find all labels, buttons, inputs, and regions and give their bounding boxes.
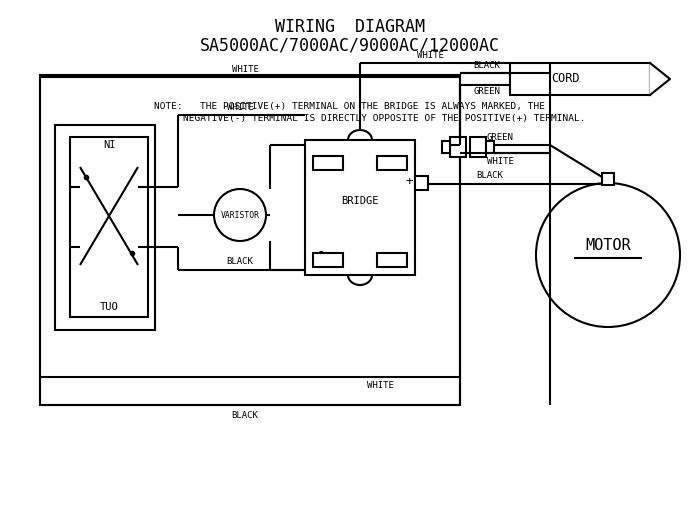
Text: CORD: CORD [551, 72, 580, 86]
Text: WHITE: WHITE [367, 381, 393, 390]
Text: WHITE: WHITE [232, 66, 258, 75]
Text: BLACK: BLACK [474, 61, 500, 70]
Bar [377, 156, 407, 170]
Bar [70, 137, 148, 317]
Bar [602, 173, 614, 185]
Text: WHITE: WHITE [227, 102, 253, 111]
Circle shape [536, 183, 680, 327]
Bar [415, 176, 428, 190]
Text: BLACK: BLACK [477, 172, 503, 181]
Bar [305, 140, 415, 275]
Text: WIRING  DIAGRAM: WIRING DIAGRAM [275, 18, 425, 36]
Polygon shape [650, 63, 670, 95]
Bar [510, 63, 650, 95]
Bar [377, 253, 407, 267]
Text: WHITE: WHITE [486, 158, 513, 166]
Bar [40, 75, 460, 405]
Text: +: + [405, 175, 413, 188]
Text: SA5000AC/7000AC/9000AC/12000AC: SA5000AC/7000AC/9000AC/12000AC [200, 37, 500, 55]
Text: GREEN: GREEN [474, 88, 500, 97]
Text: WHITE: WHITE [416, 51, 443, 60]
Bar [486, 141, 494, 153]
Text: NEGATIVE(-) TERMINAL IS DIRECTLY OPPOSITE OF THE POSITIVE(+) TERMINAL.: NEGATIVE(-) TERMINAL IS DIRECTLY OPPOSIT… [114, 114, 586, 123]
Bar [313, 156, 343, 170]
Text: NI: NI [103, 140, 116, 150]
Text: -: - [317, 246, 326, 260]
Text: NOTE:   THE POSITIVE(+) TERMINAL ON THE BRIDGE IS ALWAYS MARKED, THE: NOTE: THE POSITIVE(+) TERMINAL ON THE BR… [155, 102, 545, 111]
Bar [442, 141, 450, 153]
Bar [470, 137, 486, 157]
Text: BLACK: BLACK [227, 257, 253, 267]
Text: VARISTOR: VARISTOR [220, 211, 260, 219]
Text: BRIDGE: BRIDGE [342, 196, 379, 206]
Text: MOTOR: MOTOR [585, 237, 631, 253]
Text: GREEN: GREEN [486, 132, 513, 142]
Bar [55, 125, 155, 330]
Text: TUO: TUO [99, 302, 118, 312]
Bar [313, 253, 343, 267]
Bar [450, 137, 466, 157]
Circle shape [214, 189, 266, 241]
Text: BLACK: BLACK [232, 411, 258, 419]
